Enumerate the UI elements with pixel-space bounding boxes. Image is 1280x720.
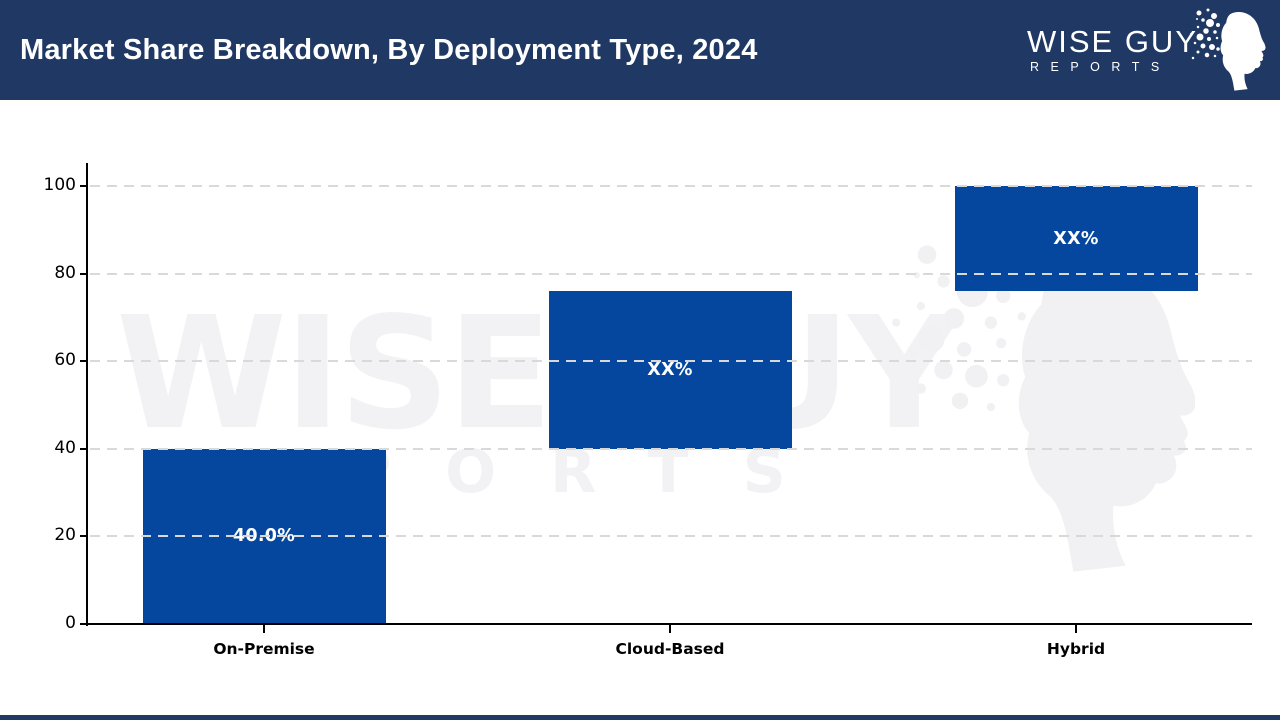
y-tick-mark — [80, 272, 88, 275]
logo-text: WISE GUY REPORTS — [1027, 26, 1198, 74]
x-tick-label-cloud-based: Cloud-Based — [615, 640, 725, 658]
y-tick-mark — [80, 447, 88, 450]
y-tick-label: 20 — [54, 525, 76, 546]
wiseguy-logo: WISE GUY REPORTS — [1027, 6, 1270, 94]
bar-value-label: XX% — [647, 359, 693, 380]
y-tick-mark — [80, 185, 88, 187]
gridline-40 — [90, 447, 1252, 450]
y-tick-label: 0 — [65, 613, 76, 633]
gridline-60 — [90, 360, 1252, 363]
gridline-20 — [90, 535, 1252, 538]
x-tick-mark — [263, 625, 265, 633]
y-tick-mark — [80, 360, 88, 363]
x-tick-label-on-premise: On-Premise — [213, 640, 315, 658]
x-tick-label-hybrid: Hybrid — [1046, 640, 1106, 658]
header: Market Share Breakdown, By Deployment Ty… — [0, 0, 1280, 100]
y-tick-label: 80 — [54, 262, 76, 283]
y-tick-label: 100 — [43, 175, 76, 195]
x-tick-mark — [669, 625, 671, 633]
y-tick-label: 60 — [54, 350, 76, 371]
y-tick-label: 40 — [54, 437, 76, 458]
logo-face-icon — [1190, 8, 1266, 91]
x-tick-mark — [1075, 625, 1077, 633]
y-tick-mark — [80, 623, 88, 625]
axis-x — [86, 623, 1252, 625]
watermark-face-icon — [892, 239, 1195, 572]
footer-bar — [0, 715, 1280, 720]
watermark-wordmark: WISE GUY — [116, 283, 960, 464]
page-title: Market Share Breakdown, By Deployment Ty… — [20, 33, 758, 66]
bar-value-label: XX% — [1053, 228, 1099, 249]
logo-subtext: REPORTS — [1029, 60, 1171, 75]
y-tick-mark — [80, 535, 88, 538]
gridline-80 — [90, 272, 1252, 275]
bar-cloud-based: XX% — [548, 291, 792, 449]
bar-hybrid: XX% — [954, 186, 1198, 292]
logo-wordmark: WISE GUY — [1026, 24, 1198, 60]
axis-y — [86, 163, 88, 626]
gridline-100 — [90, 185, 1252, 187]
